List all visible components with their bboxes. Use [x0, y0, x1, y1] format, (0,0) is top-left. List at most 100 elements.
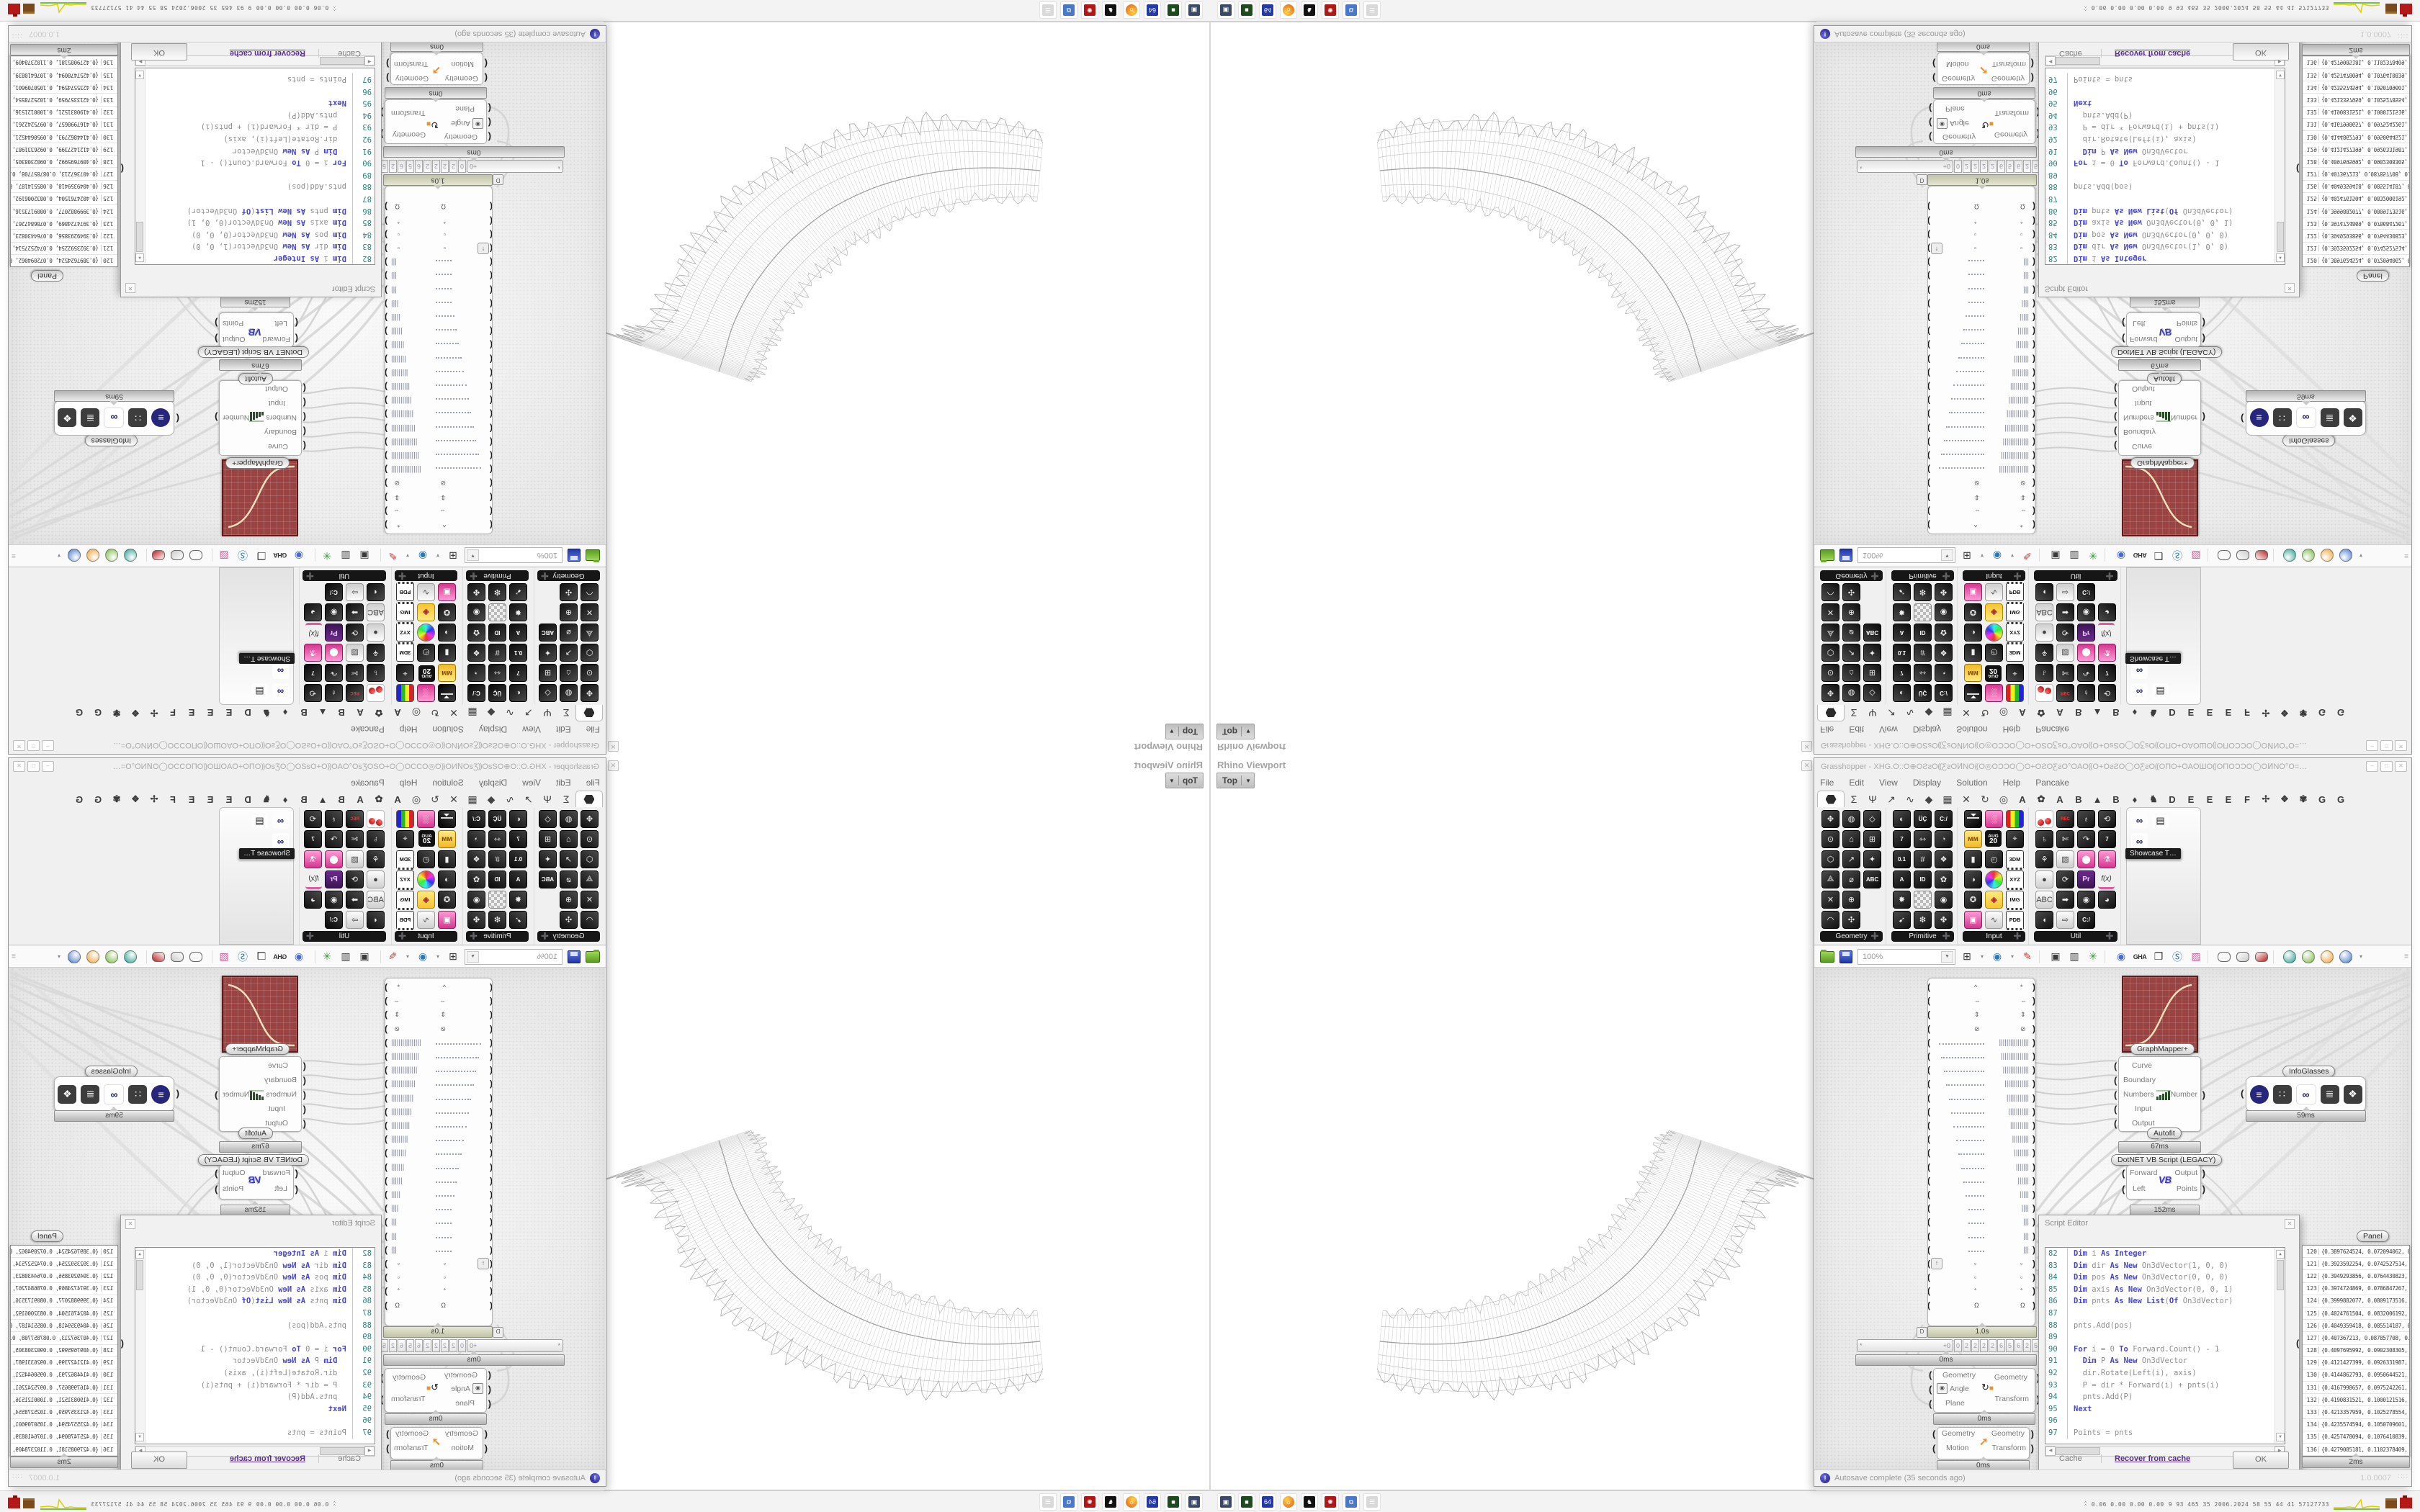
group-bar-geometry[interactable]: Geometry ➕: [537, 570, 600, 581]
slider-row-17[interactable]: () |||: [1927, 284, 2035, 295]
input-icon-5[interactable]: ▣: [438, 911, 456, 929]
tab-26[interactable]: G: [94, 793, 102, 805]
slider-row-1[interactable]: () ⇔ ⇔: [1927, 505, 2035, 516]
input-icon-3[interactable]: ◑: [1964, 870, 1982, 888]
axes-widget-button[interactable]: ✳: [323, 550, 331, 562]
geometry-icon-7[interactable]: ⌂: [560, 664, 578, 682]
ok-button[interactable]: OK: [2233, 1452, 2289, 1469]
util-icon-22[interactable]: ◕: [304, 603, 322, 621]
tab-11[interactable]: ✿: [375, 793, 383, 804]
group-bar-util[interactable]: Util ➕: [2034, 570, 2118, 581]
slider-row-14[interactable]: () ||||||: [1927, 1175, 2035, 1186]
util-icon-9[interactable]: ⟳: [2056, 870, 2074, 888]
input-icon-4[interactable]: ✪: [438, 891, 456, 909]
input-icon-3[interactable]: ◑: [438, 624, 456, 642]
slider-row-20[interactable]: () ▫ ▫: [1927, 243, 2035, 253]
ok-button[interactable]: OK: [131, 43, 187, 60]
digit-readout[interactable]: * +0 022226562500: [363, 1339, 563, 1352]
slider-row-13[interactable]: () |||||||: [385, 340, 493, 351]
rotate-component[interactable]: ((( )) Geometry Angle Plane ◉ ↻■ Geometr…: [380, 1368, 491, 1413]
vb-script-component[interactable]: (( )) Forward Left VB Output Points: [215, 1165, 298, 1200]
tab-24[interactable]: ❖: [2280, 708, 2289, 719]
input-icon-17[interactable]: PDB: [2006, 911, 2024, 930]
drawer-icon[interactable]: ≣: [81, 408, 100, 428]
open-file-button[interactable]: [586, 549, 600, 563]
green-cartridge-app-taskbar-icon[interactable]: ■: [1238, 1, 1255, 19]
geometry-icon-1[interactable]: ⊙: [1821, 664, 1839, 682]
primitive-icon-1[interactable]: 7: [509, 830, 527, 848]
capsule-style-0[interactable]: [2217, 549, 2231, 563]
display-ball-2[interactable]: [86, 950, 100, 964]
grasshopper-titlebar[interactable]: Grasshopper - XHG.O::O⊕OƧƨO⸨ƸƨOͶNO⸨O◎OƆƆ…: [9, 738, 606, 754]
zoom-level-combo[interactable]: 100% ▼: [465, 948, 563, 965]
display-ball-1[interactable]: [2301, 549, 2316, 563]
tab-12[interactable]: A: [357, 707, 364, 719]
util-icon-2[interactable]: ⚘: [367, 850, 385, 868]
util-icon-22[interactable]: ◕: [2098, 891, 2116, 909]
tab-19[interactable]: E: [225, 707, 233, 719]
util-icon-10[interactable]: ➡: [2056, 891, 2074, 909]
tab-17[interactable]: ♞: [2149, 793, 2158, 804]
primitive-icon-4[interactable]: ✸: [1893, 603, 1911, 621]
tab-16[interactable]: ♦: [2132, 793, 2138, 805]
util-icon-17[interactable]: C:/: [325, 583, 343, 601]
tab-21[interactable]: E: [188, 707, 195, 719]
graph-mapper[interactable]: [2122, 976, 2198, 1053]
slider-row-1[interactable]: () ⇔ ⇔: [1927, 996, 2035, 1007]
digit-cell-8[interactable]: 2: [389, 1339, 397, 1352]
capsule-style-0[interactable]: [2217, 950, 2231, 964]
slider-row-7[interactable]: () |||||||||||||: [385, 1079, 493, 1089]
input-icon-11[interactable]: ∿: [417, 583, 435, 601]
toolbar-grip[interactable]: ≡: [12, 552, 16, 559]
display-ball-0[interactable]: [123, 950, 138, 964]
input-icon-2[interactable]: ▮: [1964, 644, 1982, 662]
digit-cell-5[interactable]: 6: [415, 160, 423, 173]
input-icon-2[interactable]: ▮: [438, 850, 456, 868]
util-icon-0[interactable]: [2035, 810, 2053, 828]
showcase-icon-0[interactable]: ∞: [272, 683, 289, 700]
save-file-button[interactable]: [567, 950, 581, 964]
input-icon-7[interactable]: AUG 20: [418, 665, 435, 682]
zoom-level-combo[interactable]: 100% ▼: [1857, 948, 1955, 965]
geometry-icon-7[interactable]: ⌂: [1842, 830, 1860, 848]
blue-window-app-taskbar-icon[interactable]: ⧉: [1343, 1, 1360, 19]
sphere-lines-icon[interactable]: ≡: [2249, 1084, 2269, 1104]
digit-cell-6[interactable]: 5: [406, 1339, 414, 1352]
display-ball-0[interactable]: [2282, 950, 2297, 964]
util-icon-9[interactable]: ⟳: [346, 624, 364, 642]
grasshopper-titlebar[interactable]: Grasshopper - XHG.O::O⊕OƧƨO⸨ƸƨOͶNO⸨O◎OƆƆ…: [1814, 758, 2411, 774]
geometry-icon-12[interactable]: ◇: [1863, 684, 1881, 702]
slider-row-22[interactable]: () ° °: [385, 215, 493, 226]
script-editor-dialog[interactable]: Script Editor ✕ ▲ ▼ 82 Dim i As Integer 83 D…: [2038, 38, 2300, 297]
dropdown-caret[interactable]: ▾: [58, 552, 61, 559]
primitive-icon-2[interactable]: 0.1: [1893, 644, 1911, 662]
util-icon-14[interactable]: ⬤: [325, 850, 343, 868]
vb-script-label[interactable]: DotNET VB Script (LEGACY): [197, 1154, 309, 1166]
panel-label[interactable]: Panel: [2357, 1230, 2389, 1242]
script-editor-dialog[interactable]: Script Editor ✕ ▲ ▼ 82 Dim i As Integer 83 D…: [120, 38, 382, 297]
tab-22[interactable]: F: [2244, 793, 2250, 805]
tab-11[interactable]: ✿: [375, 708, 383, 719]
primitive-icon-13[interactable]: ◔: [467, 830, 485, 848]
digit-cell-2[interactable]: 2: [441, 1339, 449, 1352]
tab-4[interactable]: ∿: [1906, 707, 1914, 719]
slider-row-5[interactable]: () |||||||||||||||: [385, 451, 493, 461]
geometry-icon-2[interactable]: ⬡: [1821, 644, 1839, 662]
util-icon-18[interactable]: ⟲: [2098, 810, 2116, 828]
util-icon-0[interactable]: [367, 810, 385, 828]
slider-row-19[interactable]: () |||: [385, 1244, 493, 1255]
slider-row-13[interactable]: () |||||||: [385, 1161, 493, 1172]
script-editor-dialog[interactable]: Script Editor ✕ ▲ ▼ 82 Dim i As Integer 83 D…: [120, 1215, 382, 1474]
rotate-component[interactable]: ((( )) Geometry Angle Plane ◉ ↻■ Geometr…: [380, 99, 491, 144]
slider-row-15[interactable]: () |||||: [385, 1189, 493, 1200]
menu-pancake[interactable]: Pancake: [2035, 724, 2069, 734]
util-icon-18[interactable]: ⟲: [304, 810, 322, 828]
cache-button[interactable]: Cache: [318, 49, 361, 58]
graph-mapper[interactable]: [2122, 459, 2198, 536]
tab-25[interactable]: ✾: [112, 793, 121, 804]
util-icon-13[interactable]: ↷: [325, 664, 343, 682]
util-icon-1[interactable]: ♄: [2035, 664, 2053, 682]
axes-widget-button[interactable]: ✳: [2089, 550, 2097, 562]
autofit-component[interactable]: (( (( () Curve Boundary Numbers Input Ou…: [2114, 380, 2205, 456]
menu-help[interactable]: Help: [2002, 778, 2021, 788]
